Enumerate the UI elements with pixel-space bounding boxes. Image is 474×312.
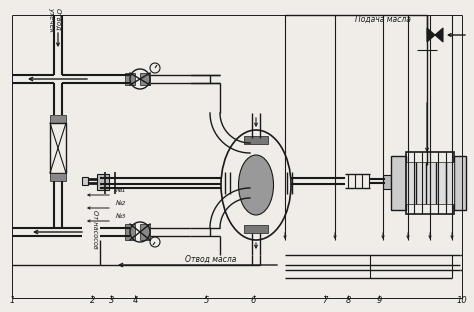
Text: №2: №2: [115, 201, 126, 206]
Text: 9: 9: [376, 296, 382, 305]
Text: Отвод
утечек: Отвод утечек: [48, 7, 62, 32]
Bar: [125, 224, 135, 240]
Bar: [125, 73, 135, 85]
Bar: [140, 73, 150, 85]
Text: 10: 10: [457, 296, 467, 305]
Bar: [50, 115, 66, 123]
Bar: [244, 225, 268, 233]
Text: 7: 7: [322, 296, 328, 305]
Polygon shape: [435, 28, 443, 42]
Bar: [50, 173, 66, 181]
Bar: [140, 224, 150, 240]
Bar: [383, 175, 391, 189]
Text: №1: №1: [115, 188, 126, 193]
Text: 4: 4: [132, 296, 138, 305]
Bar: [244, 136, 268, 144]
Bar: [406, 152, 454, 214]
Text: 2: 2: [90, 296, 95, 305]
Text: 1: 1: [9, 296, 15, 305]
Text: Отвод масла: Отвод масла: [185, 255, 237, 264]
Text: 6: 6: [251, 296, 256, 305]
Ellipse shape: [238, 155, 273, 215]
Bar: [454, 156, 466, 210]
Text: 5: 5: [203, 296, 209, 305]
Polygon shape: [427, 28, 435, 42]
Bar: [391, 156, 406, 210]
Text: Подача масла: Подача масла: [355, 15, 411, 24]
Text: 8: 8: [346, 296, 351, 305]
Text: №3: №3: [115, 214, 126, 219]
Bar: [50, 123, 66, 173]
Bar: [406, 162, 454, 204]
Bar: [97, 174, 109, 190]
Bar: [82, 177, 88, 185]
Text: От насосов: От насосов: [92, 210, 98, 249]
Text: 3: 3: [109, 296, 114, 305]
